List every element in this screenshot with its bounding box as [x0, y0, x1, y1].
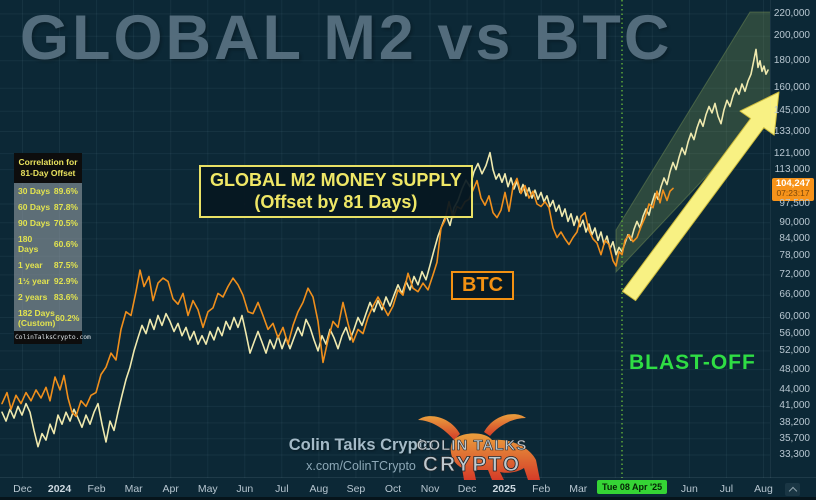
correlation-row-label: 180 Days: [18, 234, 39, 255]
correlation-row: 1 year 87.5%: [14, 257, 82, 273]
correlation-row-value: 60.6%: [53, 239, 78, 250]
time-tick: Jul: [275, 483, 289, 495]
price-tick: 160,000: [773, 82, 810, 94]
correlation-rows: 30 Days 89.6% 60 Days 87.8% 90 Days 70.5% 180 …: [14, 183, 82, 332]
price-axis[interactable]: 104,247 07:23:17 220,000 200,000 180,000 16…: [770, 0, 816, 478]
credit-handle: x.com/ColinTCrypto: [306, 459, 416, 473]
correlation-panel-header: Correlation for 81-Day Offset: [14, 153, 82, 184]
m2-annotation-line1: GLOBAL M2 MONEY SUPPLY: [210, 170, 462, 190]
correlation-row-value: 87.5%: [53, 260, 78, 271]
btc-series-line: [1, 177, 674, 418]
correlation-row-label: 30 Days: [18, 186, 51, 197]
price-tick: 113,000: [774, 163, 810, 175]
price-tick: 78,000: [779, 250, 810, 262]
price-tick: 90,000: [779, 216, 810, 228]
time-tick: Oct: [384, 483, 402, 495]
correlation-panel-footer: ColinTalksCrypto.com: [14, 331, 91, 345]
price-tick: 48,000: [779, 363, 810, 375]
correlation-panel: Correlation for 81-Day Offset 30 Days 89.…: [14, 153, 91, 345]
time-tick: Feb: [87, 483, 106, 495]
time-tick: Sep: [346, 483, 366, 495]
price-tick: 84,000: [779, 232, 810, 244]
time-tick: 2024: [47, 483, 72, 495]
time-tick: Mar: [569, 483, 588, 495]
correlation-row-value: 89.6%: [53, 186, 78, 197]
price-tick: 180,000: [773, 54, 810, 66]
correlation-row-label: 90 Days: [18, 218, 51, 229]
scroll-to-realtime-button[interactable]: [785, 483, 800, 496]
correlation-row-label: 1½ year: [18, 276, 50, 287]
btc-current-price: 104,247: [775, 178, 811, 189]
btc-annotation-label: BTC: [451, 271, 515, 300]
blast-off-arrow: [621, 91, 780, 302]
time-tick: Aug: [754, 483, 773, 495]
grid: [0, 0, 770, 478]
correlation-row: 180 Days 60.6%: [14, 231, 82, 257]
price-tick: 44,000: [779, 383, 810, 395]
time-tick: Apr: [162, 483, 179, 495]
correlation-header-line2: 81-Day Offset: [20, 168, 76, 179]
time-axis[interactable]: Dec 2024 Feb Mar Apr May Jun Jul Aug Sep Oct Nov Dec…: [0, 477, 816, 500]
correlation-row-value: 83.6%: [53, 292, 78, 303]
time-tick: Mar: [124, 483, 143, 495]
correlation-row-label: 60 Days: [18, 202, 51, 213]
price-tick: 220,000: [773, 7, 810, 19]
correlation-row: 90 Days 70.5%: [14, 215, 82, 231]
price-tick: 38,200: [779, 416, 810, 428]
correlation-row: 60 Days 87.8%: [14, 199, 82, 215]
price-tick: 56,000: [779, 327, 810, 339]
price-tick: 66,000: [779, 289, 810, 301]
price-tick: 145,000: [773, 105, 810, 117]
credit-name: Colin Talks Crypto: [288, 436, 434, 454]
correlation-row: 182 Days (Custom) 60.2%: [14, 305, 82, 331]
price-tick: 41,000: [779, 400, 810, 412]
bull-logo-text-line2: CRYPTO: [423, 453, 521, 476]
price-tick: 35,700: [779, 432, 810, 444]
price-tick: 60,000: [779, 311, 810, 323]
time-tick: Jun: [680, 483, 698, 495]
bull-logo-text-line1: COLIN TALKS: [417, 437, 528, 454]
time-tick: May: [197, 483, 218, 495]
m2-annotation-line2: (Offset by 81 Days): [254, 191, 418, 212]
time-tick: Dec: [457, 483, 477, 495]
m2-annotation-label: GLOBAL M2 MONEY SUPPLY (Offset by 81 Day…: [199, 165, 473, 219]
btc-price-tag: 104,247 07:23:17: [772, 178, 814, 201]
correlation-row-value: 92.9%: [53, 276, 78, 287]
correlation-row-value: 60.2%: [55, 313, 80, 324]
price-tick: 52,000: [779, 344, 810, 356]
event-date-tag[interactable]: Tue 08 Apr '25: [597, 480, 668, 494]
time-tick: Feb: [532, 483, 551, 495]
m2-series-line: [1, 48, 769, 448]
correlation-row-value: 70.5%: [53, 218, 78, 229]
correlation-row: 2 years 83.6%: [14, 289, 82, 305]
price-tick: 97,500: [779, 198, 810, 210]
time-tick: Dec: [13, 483, 32, 495]
bar-countdown: 07:23:17: [776, 188, 810, 199]
time-tick: Jul: [719, 483, 734, 495]
bull-silhouette: [418, 414, 540, 480]
bull-logo: COLIN TALKS CRYPTO: [416, 414, 540, 480]
correlation-row-label: 182 Days (Custom): [18, 308, 56, 329]
correlation-row-label: 2 years: [18, 292, 48, 303]
price-tick: 133,000: [773, 125, 810, 137]
price-tick: 121,000: [773, 147, 810, 159]
correlation-row-label: 1 year: [18, 260, 43, 271]
bottom-strip: [0, 497, 816, 500]
correlation-row-value: 87.8%: [53, 202, 78, 213]
correlation-header-line1: Correlation for: [18, 157, 78, 167]
time-tick: 2025: [492, 483, 516, 495]
time-tick: Jun: [236, 483, 254, 495]
price-tick: 33,300: [779, 449, 810, 460]
correlation-row: 1½ year 92.9%: [14, 273, 82, 289]
price-tick: 200,000: [773, 30, 810, 42]
time-tick: Aug: [309, 483, 329, 495]
correlation-row: 30 Days 89.6%: [14, 183, 82, 199]
chevron-up-icon: [788, 486, 797, 496]
price-tick: 72,000: [779, 268, 810, 280]
chart-title-watermark: GLOBAL M2 vs BTC: [20, 3, 673, 73]
time-tick: Nov: [420, 483, 440, 495]
blast-off-text: BLAST-OFF: [629, 351, 756, 374]
